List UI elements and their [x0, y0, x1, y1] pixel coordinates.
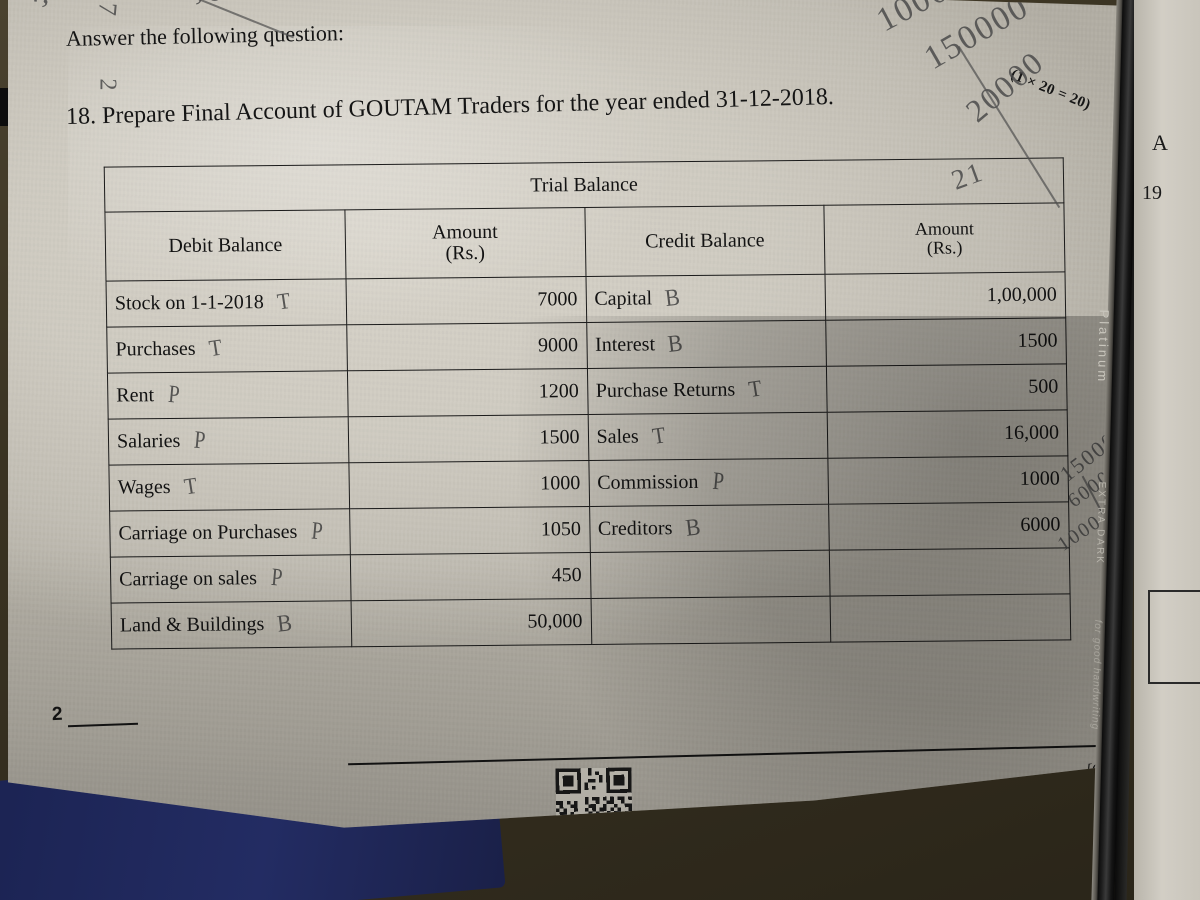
credit-amount: 16,000	[827, 409, 1068, 459]
header-credit-amount: Amount (Rs.)	[824, 202, 1065, 275]
facing-page: A 19	[1134, 0, 1200, 900]
credit-particular: Sales T	[587, 412, 829, 461]
debit-amount: 7000	[345, 276, 587, 325]
handwritten-mark: T	[275, 288, 293, 316]
header-debit-amount-line1: Amount	[431, 220, 498, 244]
debit-amount: 9000	[346, 322, 587, 371]
header-debit-balance: Debit Balance	[104, 209, 346, 282]
debit-particular: Stock on 1-1-2018 T	[106, 278, 347, 328]
handwritten-mark: P	[193, 426, 207, 455]
credit-particular: Purchase Returns T	[586, 366, 828, 415]
handwritten-mark: P	[310, 517, 324, 546]
credit-particular: Creditors B	[589, 504, 830, 553]
debit-particular: Land & Buildings B	[111, 600, 352, 650]
handwritten-mark: T	[207, 335, 224, 362]
credit-particular-empty	[590, 596, 832, 645]
credit-particular-empty	[589, 550, 831, 599]
handwritten-note-top-left: 167	[92, 0, 126, 19]
page-number: 2	[51, 703, 63, 726]
credit-amount: 6000	[828, 501, 1070, 551]
debit-amount: 50,000	[350, 598, 592, 647]
table-header-row: Debit Balance Amount (Rs.) Credit Balanc…	[104, 202, 1065, 282]
table-row: Land & Buildings B 50,000	[111, 593, 1071, 650]
header-credit-balance: Credit Balance	[584, 205, 826, 277]
debit-amount: 450	[350, 552, 591, 601]
handwritten-mark: B	[276, 609, 294, 638]
debit-particular: Purchases T	[106, 324, 348, 374]
header-debit-amount-line2: (Rs.)	[445, 241, 486, 265]
debit-amount: 1050	[349, 506, 590, 555]
credit-amount: 500	[826, 363, 1068, 413]
credit-amount: 1000	[828, 455, 1069, 505]
handwritten-mark: B	[684, 513, 702, 542]
debit-particular: Wages T	[108, 462, 350, 512]
facing-page-box	[1148, 590, 1200, 684]
debit-particular: Salaries P	[108, 416, 349, 466]
handwritten-mark: P	[166, 380, 181, 410]
credit-particular: Commission P	[588, 458, 829, 507]
facing-page-letter: A	[1152, 130, 1168, 155]
header-credit-amount-line1: Amount	[914, 218, 975, 239]
handwritten-mark: P	[711, 467, 725, 496]
debit-particular: Rent P	[107, 370, 348, 420]
handwritten-mark: T	[182, 473, 199, 501]
credit-amount: 1500	[825, 317, 1067, 367]
trial-balance-table: Trial Balance Debit Balance Amount (Rs.)…	[104, 157, 1073, 714]
handwritten-mark: T	[746, 375, 764, 403]
credit-particular: Interest B	[586, 320, 827, 369]
credit-amount-empty	[829, 547, 1071, 597]
credit-amount: 1,00,000	[825, 271, 1066, 321]
debit-amount: 1500	[347, 414, 589, 463]
handwritten-mark: T	[650, 422, 668, 450]
paper-sheet: Answer the following question: 18. Prepa…	[8, 0, 1128, 828]
debit-amount: 1200	[347, 368, 588, 417]
credit-particular: Capital B	[585, 274, 826, 323]
handwritten-mark: P	[269, 563, 284, 593]
credit-amount-empty	[830, 593, 1071, 643]
header-debit-amount: Amount (Rs.)	[344, 207, 586, 279]
debit-particular: Carriage on Purchases P	[109, 508, 351, 558]
facing-page-number: 19	[1142, 182, 1162, 204]
paper-texture	[8, 0, 1128, 828]
header-credit-amount-line2: (Rs.)	[926, 237, 963, 258]
debit-particular: Carriage on sales P	[110, 554, 351, 604]
handwritten-mark: B	[663, 284, 682, 313]
handwritten-mark: B	[666, 330, 685, 359]
debit-amount: 1000	[348, 460, 590, 509]
handwritten-note-top-left: 2	[94, 78, 121, 93]
